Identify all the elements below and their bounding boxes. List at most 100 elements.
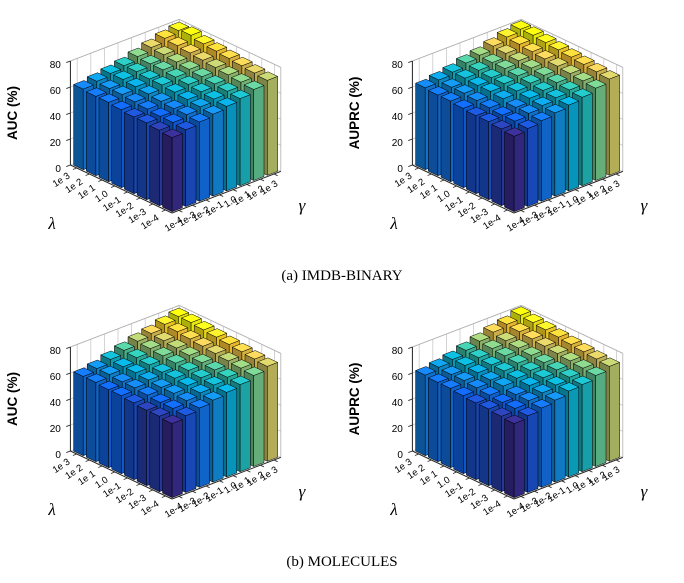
bar-top-face xyxy=(491,407,512,417)
bar-top-face xyxy=(181,26,202,36)
bar-top-face xyxy=(574,55,595,65)
bar-left-face xyxy=(73,84,84,170)
bar-right-face xyxy=(239,380,251,472)
bar-top-face xyxy=(532,96,553,106)
z-tick xyxy=(66,346,71,350)
gamma-axis-title: γ xyxy=(641,196,649,215)
gamma-tick xyxy=(547,199,552,203)
bar-top-face xyxy=(191,82,212,93)
bar-top-face xyxy=(482,339,503,349)
bar-top-face xyxy=(164,83,186,93)
bar-top-face xyxy=(99,79,121,89)
bar-top-face xyxy=(192,67,213,77)
bar-top-face xyxy=(559,81,580,91)
bar-top-face xyxy=(191,368,212,379)
bar-left-face xyxy=(111,104,122,188)
bar-top-face xyxy=(493,89,514,100)
box-edge xyxy=(412,19,522,62)
gamma-axis-line xyxy=(513,456,623,500)
gamma-tick xyxy=(602,464,607,468)
bar-top-face xyxy=(415,78,436,89)
bar-group xyxy=(162,414,183,498)
z-tick-label: 40 xyxy=(392,112,404,123)
bar-left-face xyxy=(428,377,439,462)
z-tick-label: 40 xyxy=(392,398,404,409)
bar-top-face xyxy=(136,401,158,411)
bar-top-face xyxy=(506,369,528,379)
bar-left-face xyxy=(73,371,84,456)
bar-top-face xyxy=(166,53,188,63)
bar-top-face xyxy=(504,127,525,137)
bar-top-face xyxy=(151,378,172,388)
bar-left-face xyxy=(478,404,489,486)
bar-right-face xyxy=(595,83,607,181)
z-tick-label: 60 xyxy=(50,86,62,97)
bar-top-face xyxy=(599,357,620,367)
bar-top-face xyxy=(136,114,158,124)
bar-top-face xyxy=(520,74,541,84)
bar-top-face xyxy=(559,368,580,378)
bar-top-face xyxy=(506,385,527,395)
gamma-tick xyxy=(219,480,224,483)
bar-top-face xyxy=(181,313,202,323)
lambda-tick xyxy=(414,453,419,456)
bar-top-face xyxy=(193,51,214,61)
bar-right-face xyxy=(554,395,566,483)
bar-top-face xyxy=(99,365,121,375)
bar-top-face xyxy=(125,379,146,389)
bar-right-face xyxy=(609,362,620,462)
bar-top-face xyxy=(442,63,463,73)
z-tick xyxy=(66,372,71,376)
bar-top-face xyxy=(127,47,149,57)
bar-top-face xyxy=(440,379,462,389)
z-tick xyxy=(66,112,71,116)
gamma-tick xyxy=(246,183,251,187)
bar-top-face xyxy=(453,99,474,109)
bar-top-face xyxy=(152,363,173,373)
bar-top-face xyxy=(140,55,161,65)
bar-top-face xyxy=(154,315,176,325)
bar-top-face xyxy=(178,361,199,371)
lambda-tick xyxy=(465,191,470,194)
bar-right-face xyxy=(185,125,197,207)
bar-top-face xyxy=(138,371,160,381)
bar-top-face xyxy=(521,346,542,356)
gamma-tick xyxy=(534,490,539,494)
lambda-tick xyxy=(465,477,470,480)
bar-top-face xyxy=(204,361,226,371)
z-tick xyxy=(66,424,71,428)
bar-top-face xyxy=(561,48,582,58)
bar-left-face xyxy=(428,90,439,176)
bar-top-face xyxy=(506,82,528,92)
bar-top-face xyxy=(479,99,501,109)
bar-top-face xyxy=(137,386,159,396)
bar-top-face xyxy=(138,85,160,95)
lambda-tick xyxy=(503,209,508,212)
bar-right-face xyxy=(527,124,539,207)
bar-top-face xyxy=(168,307,189,317)
bar-left-face xyxy=(415,82,426,170)
gamma-tick xyxy=(561,194,566,197)
box-edge xyxy=(179,305,281,354)
bar-top-face xyxy=(114,341,135,351)
bar-top-face xyxy=(428,71,450,81)
bar-top-face xyxy=(125,77,147,88)
bar-top-face xyxy=(478,112,500,122)
bar-top-face xyxy=(586,350,608,360)
gamma-tick xyxy=(219,194,224,197)
bar-top-face xyxy=(560,352,581,362)
bar-top-face xyxy=(125,93,146,103)
bar-left-face xyxy=(162,132,173,212)
bar-top-face xyxy=(455,356,476,366)
bar-top-face xyxy=(545,376,567,386)
bar-group xyxy=(504,414,525,498)
bar-top-face xyxy=(535,321,557,331)
bar-top-face xyxy=(153,61,174,71)
bar-top-face xyxy=(113,70,134,80)
bar-top-face xyxy=(456,54,477,64)
bar-top-face xyxy=(428,86,449,96)
bar-right-face xyxy=(199,403,210,488)
bar-top-face xyxy=(517,119,539,129)
bar-top-face xyxy=(585,79,607,89)
